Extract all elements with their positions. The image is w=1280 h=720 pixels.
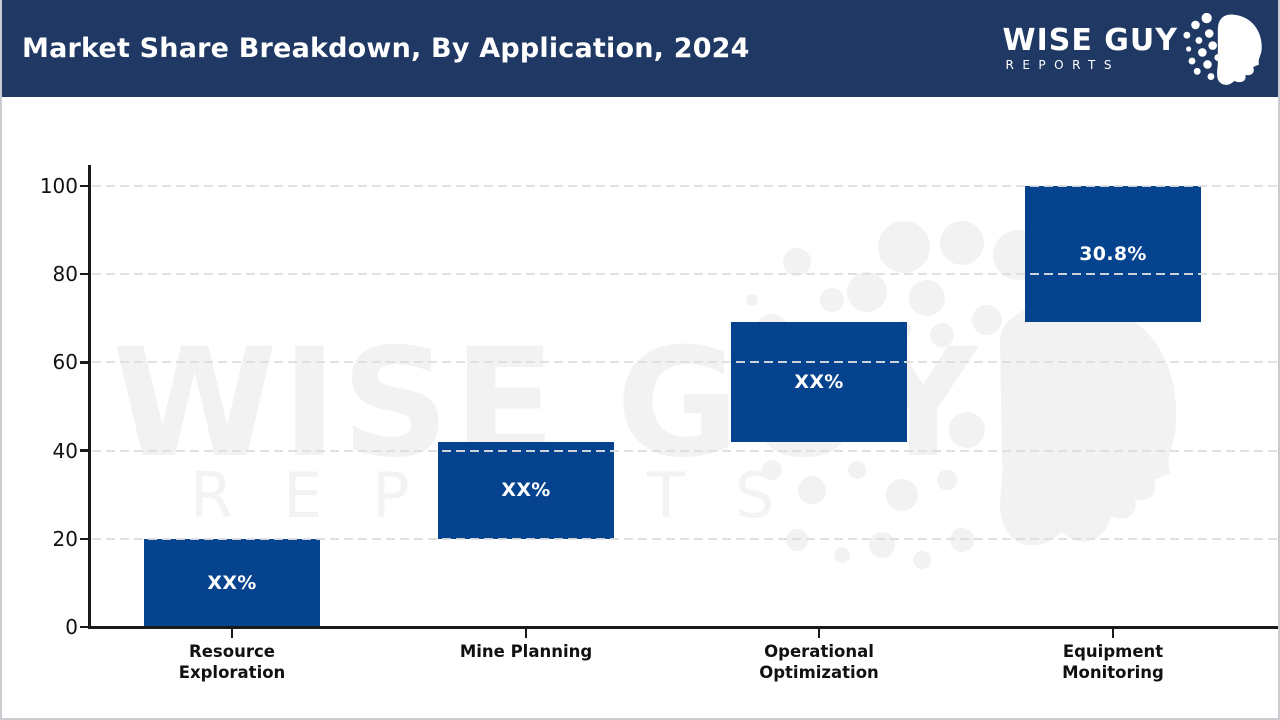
y-tick-mark xyxy=(80,449,90,452)
gridline xyxy=(92,537,1278,540)
logo-face-icon xyxy=(1183,12,1262,85)
gridline xyxy=(92,185,1278,187)
bar-equipment-monitoring: 30.8% xyxy=(1025,186,1201,322)
x-tick-mark xyxy=(817,627,821,638)
bar-value-label: XX% xyxy=(794,370,844,393)
y-axis-line xyxy=(87,165,91,629)
bar-mine-planning: XX% xyxy=(438,441,614,539)
x-category-label-line: Resource xyxy=(189,642,275,661)
chart-area: WISE GUY REPORTS 020406080100XX%XX%XX%30… xyxy=(2,97,1278,718)
x-category-label-line: Mine Planning xyxy=(459,642,593,661)
x-category-label: Operational Optimization xyxy=(709,641,929,683)
x-category-label: Equipment Monitoring xyxy=(1003,641,1223,683)
y-tick-label: 0 xyxy=(65,615,78,639)
x-tick-mark xyxy=(524,627,528,638)
y-tick-mark xyxy=(80,625,90,629)
x-category-label-line: Monitoring xyxy=(1062,663,1164,682)
logo-wordmark: WISE GUY xyxy=(1002,22,1178,58)
bar-resource-exploration: XX% xyxy=(144,538,320,627)
bar-value-label: XX% xyxy=(501,479,551,502)
page-title: Market Share Breakdown, By Application, … xyxy=(22,33,750,64)
bar-value-label: XX% xyxy=(207,571,257,594)
x-axis-line xyxy=(87,625,1278,629)
bar-operational-optimization: XX% xyxy=(731,321,907,442)
wiseguy-logo: WISE GUY REPORTS xyxy=(1002,8,1266,90)
gridline xyxy=(92,273,1278,276)
x-tick-mark xyxy=(230,627,234,638)
gridline xyxy=(92,449,1278,452)
x-category-label-line: Equipment xyxy=(1062,642,1164,661)
header-bar: Market Share Breakdown, By Application, … xyxy=(2,0,1278,97)
x-tick-mark xyxy=(1111,627,1115,638)
y-tick-label: 80 xyxy=(52,262,78,287)
x-category-label-line: Operational xyxy=(764,642,874,661)
gridline xyxy=(92,361,1278,364)
y-tick-mark xyxy=(80,537,90,541)
x-category-label: Resource Exploration xyxy=(122,641,342,683)
x-category-label: Mine Planning xyxy=(416,641,636,662)
x-category-label-line: Exploration xyxy=(178,663,286,682)
y-tick-mark xyxy=(80,361,90,364)
y-tick-label: 40 xyxy=(52,438,78,463)
y-tick-label: 60 xyxy=(52,350,78,375)
x-category-label-line: Optimization xyxy=(759,663,879,682)
y-tick-label: 20 xyxy=(52,526,78,551)
y-tick-label: 100 xyxy=(39,174,78,198)
y-tick-mark xyxy=(80,272,90,276)
logo-subtitle: REPORTS xyxy=(1005,57,1120,72)
y-tick-mark xyxy=(80,184,90,188)
bar-value-label: 30.8% xyxy=(1079,242,1147,265)
logo-text: WISE GUY REPORTS xyxy=(1002,22,1178,73)
